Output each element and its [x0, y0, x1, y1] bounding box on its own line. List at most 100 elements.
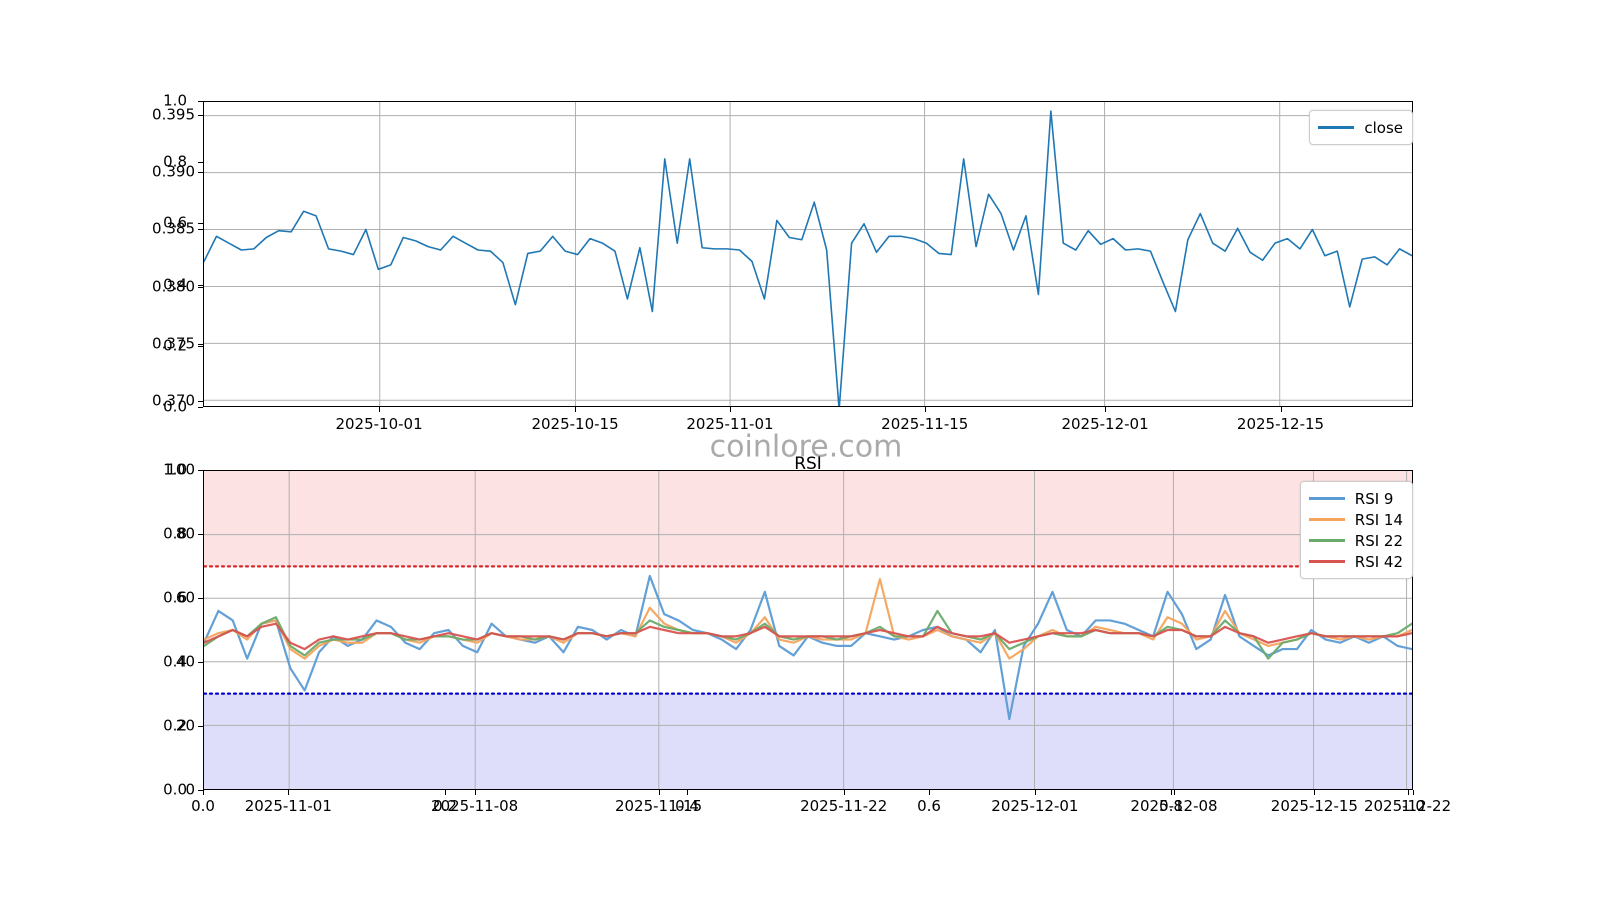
y-tickmark	[198, 407, 203, 408]
y-tickmark	[198, 726, 203, 727]
overbought-band	[204, 471, 1412, 567]
x-tickmark	[575, 407, 577, 412]
y-tickmark	[198, 284, 203, 286]
legend-line-swatch-icon	[1308, 560, 1345, 563]
rsi-y-overlay-ticklabel: 0.2	[163, 716, 187, 735]
oversold-band	[204, 693, 1412, 789]
legend-label: RSI 14	[1354, 510, 1403, 529]
y-tickmark	[198, 343, 203, 345]
rsi-y-overlay-ticklabel: 1.0	[163, 460, 187, 479]
rsi-chart-title: RSI	[794, 454, 822, 474]
rsi-x-overlay-ticklabel: 0.0	[191, 797, 215, 815]
legend-line-swatch-icon	[1308, 497, 1345, 500]
price-chart-axes	[203, 101, 1413, 407]
legend-label: RSI 22	[1354, 531, 1403, 550]
price-y-ticklabel: 0.395	[152, 105, 195, 124]
rsi-line-rsi-14	[204, 578, 1412, 660]
x-tickmark	[1174, 790, 1176, 795]
x-tickmark	[687, 790, 688, 795]
rsi-legend-item[interactable]: RSI 22	[1308, 530, 1403, 551]
rsi-y-ticklabel: 0	[185, 780, 195, 799]
price-y-overlay-ticklabel: 0.6	[163, 213, 187, 232]
y-tickmark	[198, 101, 203, 102]
rsi-chart-axes	[203, 470, 1413, 790]
x-tickmark	[288, 790, 290, 795]
rsi-x-ticklabel: 2025-11-08	[431, 797, 519, 815]
y-tickmark	[198, 598, 203, 599]
price-x-ticklabel: 2025-11-15	[881, 415, 969, 433]
x-tickmark	[658, 790, 660, 795]
x-tickmark	[203, 790, 204, 795]
y-tickmark	[198, 229, 203, 231]
price-y-overlay-ticklabel: 0.4	[163, 275, 187, 294]
rsi-legend-item[interactable]: RSI 9	[1308, 488, 1403, 509]
x-tickmark	[924, 407, 926, 412]
y-tickmark	[198, 662, 203, 663]
legend-label: close	[1364, 118, 1403, 137]
y-tickmark	[198, 223, 203, 225]
price-y-overlay-ticklabel: 0.2	[163, 336, 187, 355]
price-y-overlay-ticklabel: 0.8	[163, 152, 187, 171]
y-tickmark	[198, 470, 203, 471]
x-tickmark	[379, 407, 381, 412]
rsi-y-overlay-ticklabel: 0.4	[163, 652, 187, 671]
rsi-legend-item[interactable]: RSI 42	[1308, 551, 1403, 572]
rsi-x-ticklabel: 2025-12-15	[1270, 797, 1358, 815]
x-tickmark	[1105, 407, 1107, 412]
rsi-x-ticklabel: 2025-12-22	[1363, 797, 1452, 815]
legend-line-swatch-icon	[1308, 539, 1345, 542]
legend-label: RSI 42	[1354, 552, 1403, 571]
x-tickmark	[1413, 790, 1414, 795]
x-tickmark	[1034, 790, 1036, 795]
price-y-ticklabel: 0.380	[152, 277, 195, 296]
rsi-y-ticklabel: 100	[166, 460, 195, 479]
x-tickmark	[445, 790, 446, 795]
rsi-x-overlay-ticklabel: 0.2	[433, 797, 457, 815]
price-plot-area	[204, 102, 1412, 406]
rsi-y-overlay-ticklabel: 0.6	[163, 588, 187, 607]
price-y-ticklabel: 0.390	[152, 162, 195, 181]
rsi-legend-item[interactable]: RSI 14	[1308, 509, 1403, 530]
y-tickmark	[198, 345, 203, 347]
rsi-plot-area	[204, 471, 1412, 789]
rsi-x-overlay-ticklabel: 0.6	[917, 797, 941, 815]
price-x-ticklabel: 2025-11-01	[686, 415, 774, 433]
rsi-y-overlay-ticklabel: 0.8	[163, 524, 187, 543]
rsi-y-overlay-ticklabel: 0.0	[163, 780, 187, 799]
y-tickmark	[198, 114, 203, 116]
price-x-ticklabel: 2025-12-15	[1236, 415, 1325, 433]
price-x-ticklabel: 2025-10-15	[531, 415, 619, 433]
rsi-y-ticklabel: 60	[175, 588, 195, 607]
rsi-x-ticklabel: 2025-11-22	[800, 797, 888, 815]
y-tickmark	[198, 401, 203, 403]
rsi-chart-legend: RSI 9 RSI 14 RSI 22 RSI 42	[1299, 481, 1413, 579]
rsi-line-rsi-42	[204, 622, 1412, 651]
price-y-overlay-ticklabel: 1.0	[163, 91, 187, 110]
price-y-ticklabel: 0.385	[152, 219, 195, 238]
x-tickmark	[474, 790, 476, 795]
price-y-ticklabel: 0.370	[152, 391, 195, 410]
x-tickmark	[1171, 790, 1172, 795]
legend-line-swatch-icon	[1308, 518, 1345, 521]
price-y-ticklabel: 0.375	[152, 334, 195, 353]
price-chart-legend: close	[1309, 110, 1413, 145]
rsi-y-ticklabel: 40	[175, 652, 195, 671]
x-tickmark	[1407, 790, 1409, 795]
rsi-y-ticklabel: 80	[175, 524, 195, 543]
y-tickmark	[198, 172, 203, 174]
y-tickmark	[198, 534, 203, 535]
price-y-overlay-ticklabel: 0.0	[163, 397, 187, 416]
rsi-x-ticklabel: 2025-12-08	[1130, 797, 1218, 815]
rsi-x-ticklabel: 2025-11-15	[614, 797, 703, 815]
rsi-y-ticklabel: 20	[175, 716, 195, 735]
price-x-ticklabel: 2025-10-01	[335, 415, 423, 433]
x-tickmark	[929, 790, 930, 795]
x-tickmark	[843, 790, 845, 795]
price-legend-item[interactable]: close	[1318, 117, 1403, 138]
rsi-x-overlay-ticklabel: 1.0	[1401, 797, 1425, 815]
rsi-x-ticklabel: 2025-12-01	[991, 797, 1079, 815]
close-price-line	[204, 110, 1412, 406]
y-tickmark	[198, 162, 203, 164]
rsi-x-ticklabel: 2025-11-01	[244, 797, 332, 815]
